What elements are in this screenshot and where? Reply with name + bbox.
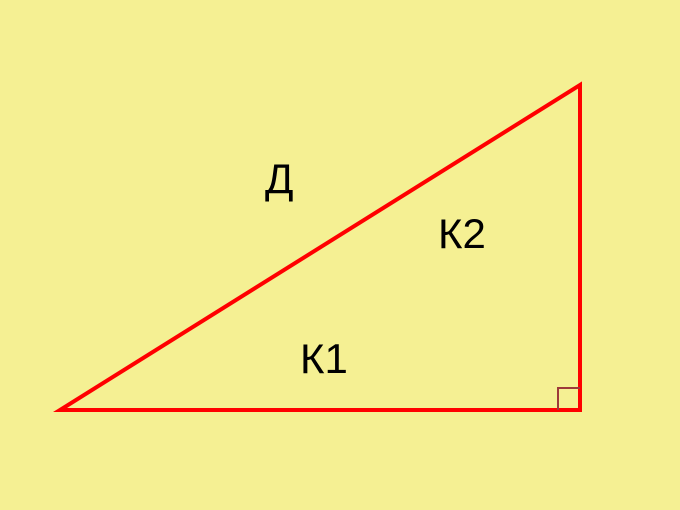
leg-bottom-label: К1	[300, 335, 348, 383]
hypotenuse-label: Д	[265, 155, 293, 203]
triangle-diagram: Д К1 К2	[0, 0, 680, 510]
triangle-svg	[0, 0, 680, 510]
leg-right-label: К2	[438, 210, 486, 258]
